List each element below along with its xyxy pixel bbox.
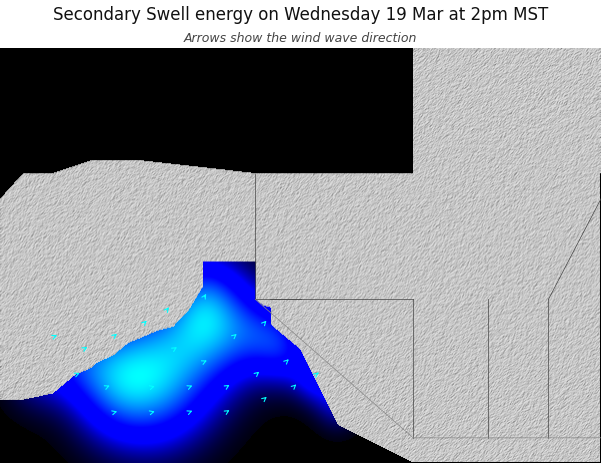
Text: Arrows show the wind wave direction: Arrows show the wind wave direction	[184, 31, 417, 44]
Text: Secondary Swell energy on Wednesday 19 Mar at 2pm MST: Secondary Swell energy on Wednesday 19 M…	[53, 6, 548, 24]
